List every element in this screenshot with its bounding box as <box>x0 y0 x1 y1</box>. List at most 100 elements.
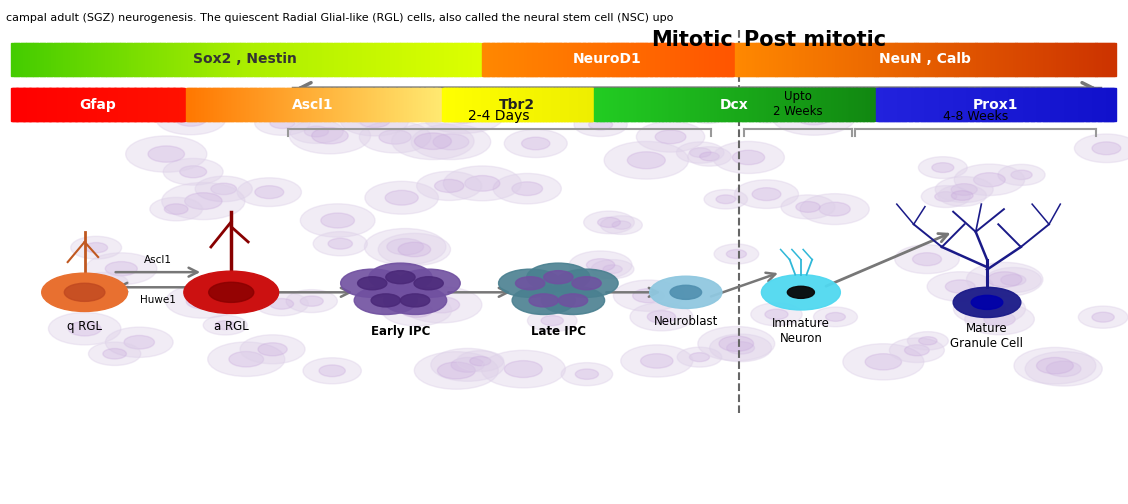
Bar <box>998 43 1002 76</box>
Bar <box>755 43 758 76</box>
Bar <box>506 88 509 121</box>
Bar <box>363 88 365 121</box>
Bar <box>613 88 615 121</box>
Bar <box>49 43 52 76</box>
Bar <box>570 43 573 76</box>
Bar <box>495 88 497 121</box>
Bar <box>540 88 543 121</box>
Bar <box>258 88 262 121</box>
Bar <box>914 88 916 121</box>
Bar <box>926 43 929 76</box>
Bar <box>425 43 429 76</box>
Bar <box>268 88 272 121</box>
Bar <box>388 43 391 76</box>
Bar <box>470 43 474 76</box>
Bar <box>103 88 104 121</box>
Circle shape <box>378 233 450 266</box>
Bar <box>783 88 785 121</box>
Bar <box>90 88 92 121</box>
Bar <box>750 88 754 121</box>
Bar <box>177 88 179 121</box>
Bar <box>333 88 335 121</box>
Bar <box>249 43 253 76</box>
Bar <box>1075 43 1077 76</box>
Bar <box>96 88 98 121</box>
Bar <box>226 88 228 121</box>
Bar <box>335 88 337 121</box>
Bar <box>543 43 545 76</box>
Bar <box>916 43 919 76</box>
Bar <box>306 43 309 76</box>
Circle shape <box>85 242 107 253</box>
Bar <box>176 88 178 121</box>
Bar <box>751 43 754 76</box>
Bar <box>500 43 502 76</box>
Bar <box>681 88 685 121</box>
Bar <box>156 88 157 121</box>
Bar <box>737 88 739 121</box>
Bar <box>629 43 632 76</box>
Bar <box>793 43 795 76</box>
Bar <box>649 43 651 76</box>
Bar <box>548 88 549 121</box>
Bar <box>554 88 556 121</box>
Bar <box>840 43 844 76</box>
Bar <box>312 43 316 76</box>
Bar <box>794 43 797 76</box>
Bar <box>262 88 264 121</box>
Bar <box>297 88 299 121</box>
Bar <box>525 43 527 76</box>
Bar <box>941 43 944 76</box>
Circle shape <box>761 275 840 310</box>
Bar <box>501 88 503 121</box>
Bar <box>539 88 541 121</box>
Circle shape <box>600 216 642 234</box>
Bar <box>139 88 141 121</box>
Bar <box>412 88 414 121</box>
Bar <box>331 88 333 121</box>
Bar <box>343 88 345 121</box>
Bar <box>219 88 222 121</box>
Bar <box>1031 43 1033 76</box>
Bar <box>975 88 977 121</box>
Bar <box>888 88 890 121</box>
Bar <box>606 88 608 121</box>
Bar <box>264 88 266 121</box>
Bar <box>486 88 488 121</box>
Circle shape <box>1014 347 1096 384</box>
Bar <box>303 88 306 121</box>
Bar <box>891 88 893 121</box>
Bar <box>232 88 235 121</box>
Bar <box>872 88 874 121</box>
Bar <box>33 88 35 121</box>
Bar <box>123 88 125 121</box>
Circle shape <box>328 238 352 249</box>
Bar <box>296 43 299 76</box>
Bar <box>1091 88 1093 121</box>
Bar <box>804 88 807 121</box>
Bar <box>544 88 545 121</box>
Bar <box>1090 88 1092 121</box>
Bar <box>85 43 88 76</box>
Bar <box>1022 88 1024 121</box>
Bar <box>555 88 557 121</box>
Bar <box>1021 88 1023 121</box>
Bar <box>314 88 316 121</box>
Bar <box>804 43 807 76</box>
Bar <box>512 43 514 76</box>
Bar <box>103 88 105 121</box>
Bar <box>561 88 563 121</box>
Bar <box>873 43 875 76</box>
Bar <box>710 43 712 76</box>
Circle shape <box>320 213 354 228</box>
Bar <box>495 43 497 76</box>
Bar <box>205 88 208 121</box>
Bar <box>827 88 829 121</box>
Bar <box>1028 88 1030 121</box>
Text: Ascl1: Ascl1 <box>292 98 334 111</box>
Bar <box>579 88 581 121</box>
Bar <box>502 43 504 76</box>
Bar <box>455 88 457 121</box>
Bar <box>785 43 788 76</box>
Bar <box>1025 43 1028 76</box>
